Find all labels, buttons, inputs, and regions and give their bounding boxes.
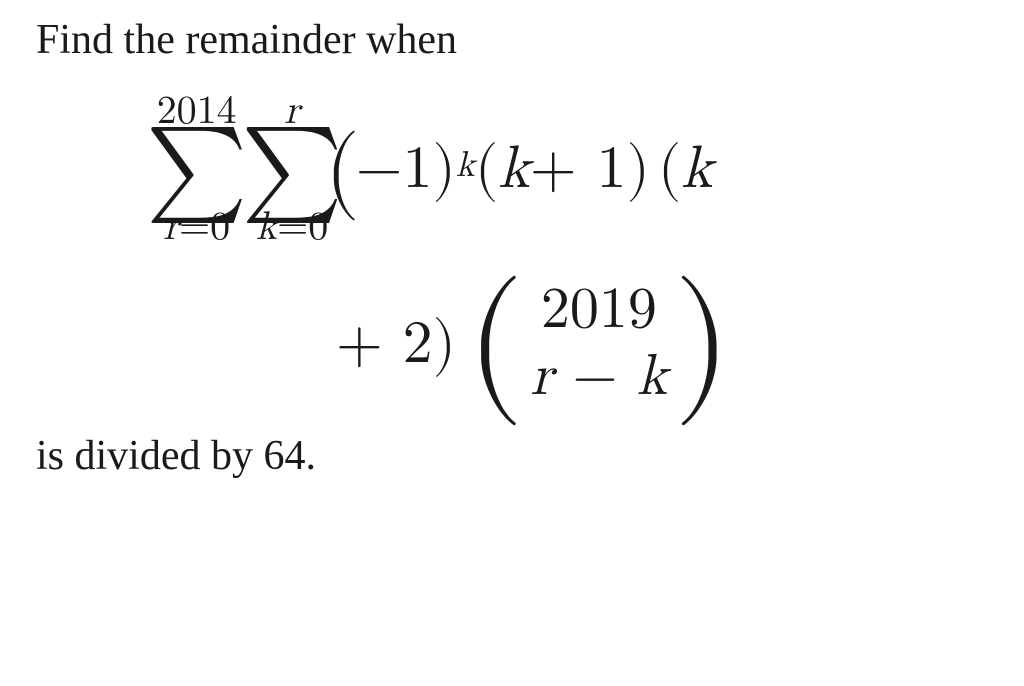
problem-page: Find the remainder when 2014 ∑ r=0 r ∑ k… — [0, 0, 1024, 497]
binom-rparen: ) — [673, 287, 731, 400]
math-expression: 2014 ∑ r=0 r ∑ k=0 ( −1) k ( k + 1) ( — [146, 91, 988, 411]
math-line-2: + 2) ( 2019 r − k ) — [336, 277, 988, 410]
factor1-open: ( — [475, 139, 498, 199]
factor2-k: k — [681, 139, 713, 199]
math-line-1: 2014 ∑ r=0 r ∑ k=0 ( −1) k ( k + 1) ( — [146, 91, 988, 247]
plus-2-close: + 2) — [336, 314, 456, 374]
intro-text: Find the remainder when — [36, 14, 988, 67]
exponent-k: k — [456, 147, 475, 183]
binom-top: 2019 — [541, 277, 657, 344]
factor1-k: k — [498, 139, 530, 199]
binom-lparen: ( — [466, 287, 524, 400]
outer-sum-lower: r=0 — [163, 207, 230, 247]
sigma-icon: ∑ — [146, 127, 247, 213]
binom-bottom: r − k — [530, 344, 667, 411]
factor2-open: ( — [658, 139, 681, 199]
inner-sum-lower: k=0 — [256, 207, 328, 247]
outer-sum: 2014 ∑ r=0 — [146, 91, 247, 247]
neg1-base: −1) — [356, 139, 456, 199]
factor1-plus1: + 1) — [530, 139, 650, 199]
binom-stack: 2019 r − k — [524, 277, 673, 410]
open-paren: ( — [325, 135, 360, 207]
outro-text: is divided by 64. — [36, 430, 988, 483]
binomial: ( 2019 r − k ) — [466, 277, 732, 410]
